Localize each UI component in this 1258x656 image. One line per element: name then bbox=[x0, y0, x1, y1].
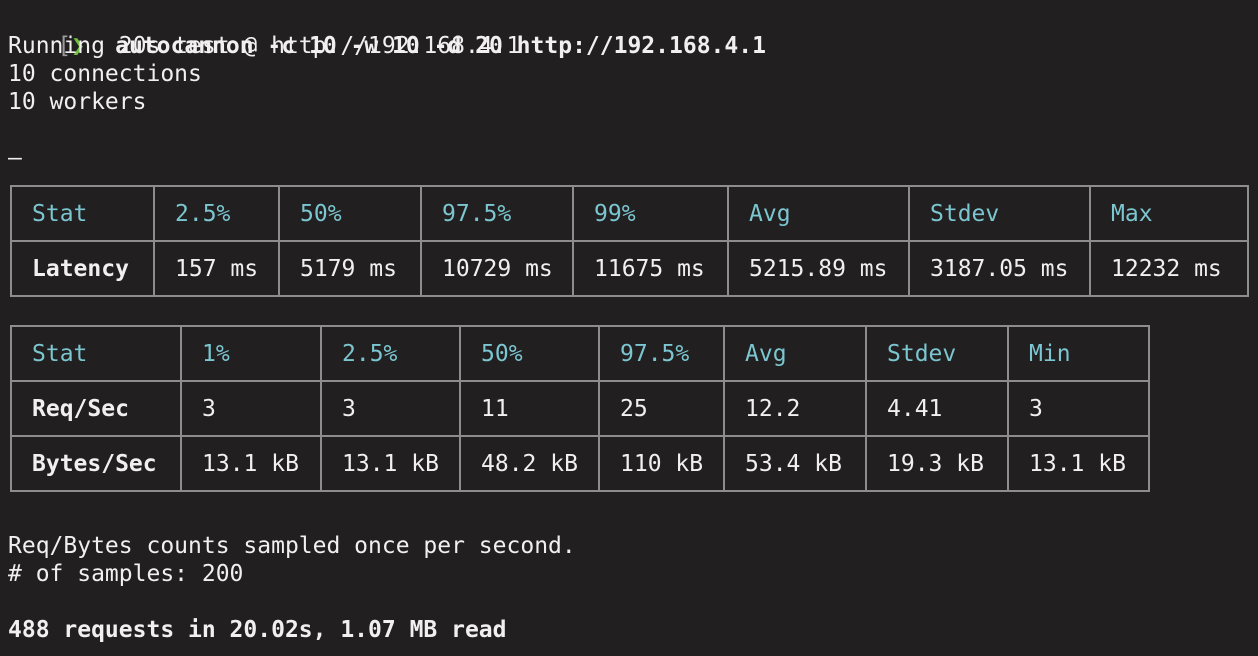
samples-count-line: # of samples: 200 bbox=[8, 561, 244, 587]
latency-header-stat: Stat bbox=[10, 185, 155, 242]
command-text: autocannon -c 10 -w 10 -d 20 http://192.… bbox=[115, 33, 766, 59]
latency-header-p50: 50% bbox=[278, 185, 422, 242]
throughput-header-stat: Stat bbox=[10, 325, 182, 382]
latency-value-p50: 5179 ms bbox=[278, 240, 422, 297]
throughput-header-p50: 50% bbox=[459, 325, 600, 382]
reqsec-value-p97_5: 25 bbox=[598, 380, 725, 437]
reqsec-value-p50: 11 bbox=[459, 380, 600, 437]
latency-header-p99: 99% bbox=[572, 185, 729, 242]
reqsec-value-p1: 3 bbox=[180, 380, 322, 437]
throughput-header-p97_5: 97.5% bbox=[598, 325, 725, 382]
bytessec-value-p1: 13.1 kB bbox=[180, 435, 322, 492]
reqsec-value-stdev: 4.41 bbox=[865, 380, 1009, 437]
bytessec-value-p2_5: 13.1 kB bbox=[320, 435, 461, 492]
throughput-header-min: Min bbox=[1007, 325, 1150, 382]
sampled-note-line: Req/Bytes counts sampled once per second… bbox=[8, 533, 576, 559]
latency-value-p99: 11675 ms bbox=[572, 240, 729, 297]
prompt-chevron-icon: ❯ bbox=[71, 33, 86, 59]
throughput-header-stdev: Stdev bbox=[865, 325, 1009, 382]
bytessec-data-row: Bytes/Sec 13.1 kB 13.1 kB 48.2 kB 110 kB… bbox=[10, 435, 1150, 492]
latency-header-p2_5: 2.5% bbox=[153, 185, 280, 242]
running-line: Running 20s test @ http://192.168.4.1 bbox=[8, 33, 521, 59]
reqsec-value-min: 3 bbox=[1007, 380, 1150, 437]
latency-value-stdev: 3187.05 ms bbox=[908, 240, 1091, 297]
bytessec-row-label: Bytes/Sec bbox=[10, 435, 182, 492]
latency-value-p97_5: 10729 ms bbox=[420, 240, 574, 297]
bytessec-value-p50: 48.2 kB bbox=[459, 435, 600, 492]
latency-value-avg: 5215.89 ms bbox=[727, 240, 910, 297]
latency-row-label: Latency bbox=[10, 240, 155, 297]
blank-line bbox=[8, 116, 1258, 144]
reqsec-data-row: Req/Sec 3 3 11 25 12.2 4.41 3 bbox=[10, 380, 1150, 437]
latency-value-p2_5: 157 ms bbox=[153, 240, 280, 297]
reqsec-value-p2_5: 3 bbox=[320, 380, 461, 437]
workers-line: 10 workers bbox=[8, 89, 147, 115]
prompt-line: [❯ autocannon -c 10 -w 10 -d 20 http://19… bbox=[8, 4, 1258, 59]
latency-header-max: Max bbox=[1089, 185, 1249, 242]
bytessec-value-p97_5: 110 kB bbox=[598, 435, 725, 492]
connections-line: 10 connections bbox=[8, 61, 202, 87]
throughput-header-p2_5: 2.5% bbox=[320, 325, 461, 382]
cursor-dash: – bbox=[8, 145, 22, 171]
reqsec-value-avg: 12.2 bbox=[723, 380, 867, 437]
latency-table: Stat 2.5% 50% 97.5% 99% Avg Stdev Max La… bbox=[10, 185, 1249, 297]
prompt-bracket: [ bbox=[57, 33, 72, 59]
latency-value-max: 12232 ms bbox=[1089, 240, 1249, 297]
latency-header-row: Stat 2.5% 50% 97.5% 99% Avg Stdev Max bbox=[10, 185, 1249, 242]
latency-header-avg: Avg bbox=[727, 185, 910, 242]
blank-line bbox=[8, 588, 1258, 616]
bytessec-value-avg: 53.4 kB bbox=[723, 435, 867, 492]
throughput-header-row: Stat 1% 2.5% 50% 97.5% Avg Stdev Min bbox=[10, 325, 1150, 382]
latency-header-p97_5: 97.5% bbox=[420, 185, 574, 242]
reqsec-row-label: Req/Sec bbox=[10, 380, 182, 437]
bytessec-value-min: 13.1 kB bbox=[1007, 435, 1150, 492]
throughput-header-p1: 1% bbox=[180, 325, 322, 382]
requests-summary-line: 488 requests in 20.02s, 1.07 MB read bbox=[8, 617, 507, 643]
throughput-header-avg: Avg bbox=[723, 325, 867, 382]
throughput-table: Stat 1% 2.5% 50% 97.5% Avg Stdev Min Req… bbox=[10, 325, 1150, 492]
latency-header-stdev: Stdev bbox=[908, 185, 1091, 242]
summary-block: Req/Bytes counts sampled once per second… bbox=[8, 532, 1258, 644]
latency-data-row: Latency 157 ms 5179 ms 10729 ms 11675 ms… bbox=[10, 240, 1249, 297]
bytessec-value-stdev: 19.3 kB bbox=[865, 435, 1009, 492]
